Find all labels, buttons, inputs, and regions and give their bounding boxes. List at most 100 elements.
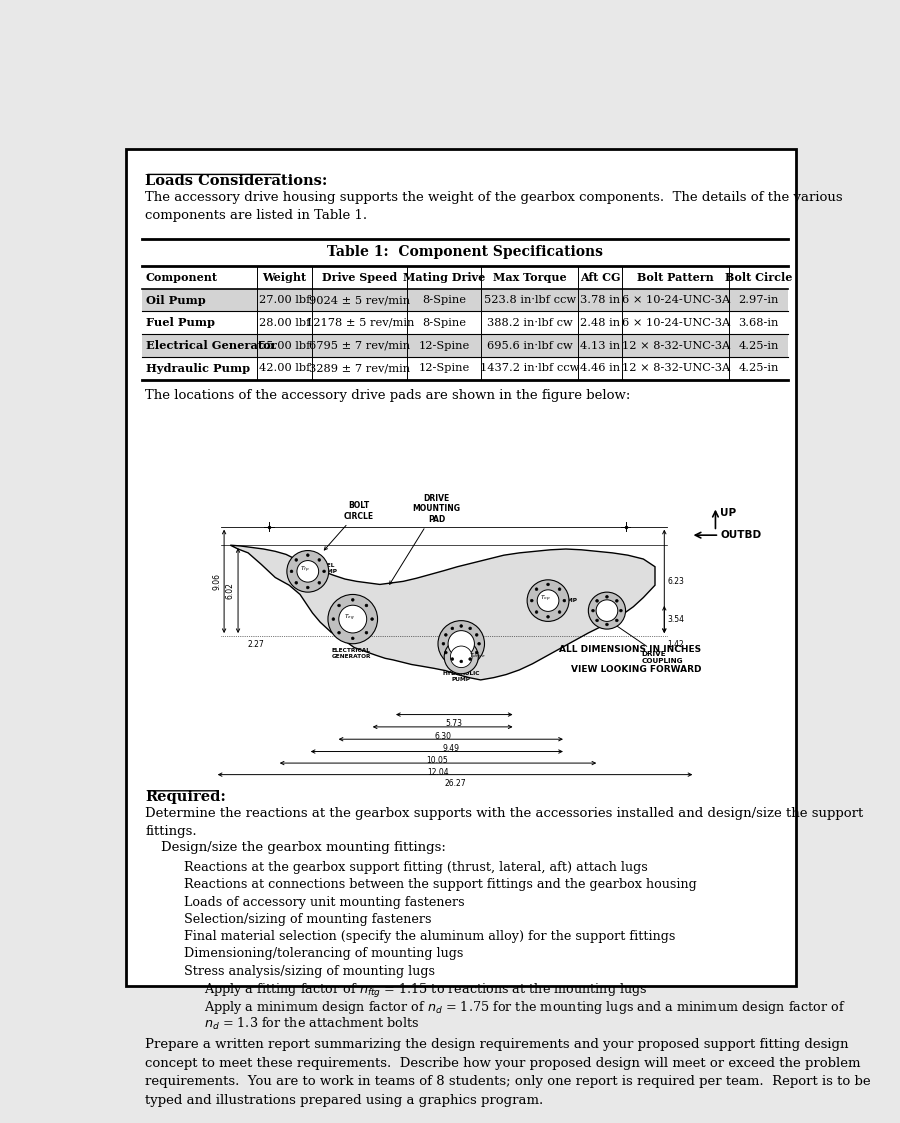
Text: 12-Spine: 12-Spine bbox=[418, 363, 470, 373]
Circle shape bbox=[546, 583, 549, 586]
Circle shape bbox=[536, 587, 538, 591]
Circle shape bbox=[478, 642, 481, 645]
Text: Fuel Pump: Fuel Pump bbox=[146, 318, 215, 328]
Circle shape bbox=[318, 582, 320, 584]
Circle shape bbox=[596, 600, 617, 621]
Circle shape bbox=[287, 550, 328, 592]
Text: 27.00 lbf: 27.00 lbf bbox=[259, 295, 310, 305]
Text: Max Torque: Max Torque bbox=[493, 272, 566, 283]
Bar bbox=[142, 335, 788, 357]
Text: 3.78 in: 3.78 in bbox=[580, 295, 620, 305]
Text: Drive Speed: Drive Speed bbox=[322, 272, 398, 283]
Text: OIL
PUMP: OIL PUMP bbox=[559, 592, 578, 603]
Circle shape bbox=[475, 633, 478, 637]
Text: Selection/sizing of mounting fasteners: Selection/sizing of mounting fasteners bbox=[184, 913, 431, 925]
Text: 523.8 in·lbf ccw: 523.8 in·lbf ccw bbox=[483, 295, 576, 305]
Circle shape bbox=[596, 619, 599, 622]
Circle shape bbox=[297, 560, 319, 582]
Text: 6 × 10-24-UNC-3A: 6 × 10-24-UNC-3A bbox=[622, 295, 730, 305]
Circle shape bbox=[351, 599, 354, 601]
Text: 12.04: 12.04 bbox=[428, 768, 449, 777]
Text: $T_{op}$: $T_{op}$ bbox=[540, 594, 550, 604]
Circle shape bbox=[332, 618, 335, 621]
Circle shape bbox=[438, 621, 484, 667]
Text: FUEL
PUMP: FUEL PUMP bbox=[319, 563, 338, 574]
Text: 3.68-in: 3.68-in bbox=[739, 318, 778, 328]
Circle shape bbox=[589, 592, 626, 629]
Text: Apply a fitting factor of $n_{ftg}$ = 1.15 to reactions at the mounting lugs: Apply a fitting factor of $n_{ftg}$ = 1.… bbox=[204, 983, 648, 1001]
Circle shape bbox=[537, 590, 559, 611]
Circle shape bbox=[546, 615, 549, 618]
Circle shape bbox=[451, 658, 454, 660]
Circle shape bbox=[616, 619, 618, 622]
Text: Design/size the gearbox mounting fittings:: Design/size the gearbox mounting fitting… bbox=[160, 841, 446, 853]
Text: 1437.2 in·lbf ccw: 1437.2 in·lbf ccw bbox=[480, 363, 580, 373]
Text: Hydraulic Pump: Hydraulic Pump bbox=[146, 363, 250, 374]
Text: 6795 ± 7 rev/min: 6795 ± 7 rev/min bbox=[310, 340, 410, 350]
Text: 9024 ± 5 rev/min: 9024 ± 5 rev/min bbox=[310, 295, 410, 305]
Text: $T_{eg}$: $T_{eg}$ bbox=[345, 612, 355, 622]
Text: The accessory drive housing supports the weight of the gearbox components.  The : The accessory drive housing supports the… bbox=[145, 191, 842, 222]
Bar bbox=[142, 404, 788, 741]
Text: Mating Drive: Mating Drive bbox=[403, 272, 485, 283]
Circle shape bbox=[295, 582, 298, 584]
Text: 3.54: 3.54 bbox=[668, 615, 684, 624]
Text: BOLT
CIRCLE: BOLT CIRCLE bbox=[324, 501, 374, 550]
Text: Required:: Required: bbox=[145, 789, 226, 804]
Polygon shape bbox=[230, 545, 655, 679]
Text: 1.42: 1.42 bbox=[668, 640, 684, 649]
Text: 6 × 10-24-UNC-3A: 6 × 10-24-UNC-3A bbox=[622, 318, 730, 328]
Text: Oil Pump: Oil Pump bbox=[146, 294, 205, 305]
Text: 12 × 8-32-UNC-3A: 12 × 8-32-UNC-3A bbox=[622, 340, 730, 350]
Text: Component: Component bbox=[146, 272, 218, 283]
Text: Electrical Generator: Electrical Generator bbox=[146, 340, 276, 351]
Circle shape bbox=[351, 637, 354, 640]
Text: UP: UP bbox=[720, 509, 736, 518]
Text: 9.06: 9.06 bbox=[212, 573, 221, 590]
Circle shape bbox=[469, 627, 472, 630]
Circle shape bbox=[558, 611, 561, 613]
Circle shape bbox=[328, 594, 378, 643]
Text: DRIVE
MOUNTING
PAD: DRIVE MOUNTING PAD bbox=[390, 494, 461, 584]
Text: 4.46 in: 4.46 in bbox=[580, 363, 620, 373]
Text: 12 × 8-32-UNC-3A: 12 × 8-32-UNC-3A bbox=[622, 363, 730, 373]
Text: 10.05: 10.05 bbox=[426, 756, 447, 765]
Text: 6.23: 6.23 bbox=[668, 577, 684, 586]
Text: 388.2 in·lbf cw: 388.2 in·lbf cw bbox=[487, 318, 572, 328]
Text: ALL DIMENSIONS IN INCHES: ALL DIMENSIONS IN INCHES bbox=[560, 646, 701, 655]
Text: 695.6 in·lbf cw: 695.6 in·lbf cw bbox=[487, 340, 572, 350]
Circle shape bbox=[596, 600, 599, 602]
Circle shape bbox=[318, 558, 320, 562]
Circle shape bbox=[338, 605, 366, 633]
Circle shape bbox=[616, 600, 618, 602]
Text: Bolt Pattern: Bolt Pattern bbox=[637, 272, 714, 283]
Circle shape bbox=[338, 604, 340, 606]
Text: Aft CG: Aft CG bbox=[580, 272, 620, 283]
Text: 4.25-in: 4.25-in bbox=[739, 340, 778, 350]
Circle shape bbox=[562, 600, 566, 602]
Circle shape bbox=[451, 627, 454, 630]
Bar bbox=[142, 289, 788, 311]
Text: OUTBD: OUTBD bbox=[721, 530, 762, 540]
Text: 8-Spine: 8-Spine bbox=[422, 295, 466, 305]
Text: The locations of the accessory drive pads are shown in the figure below:: The locations of the accessory drive pad… bbox=[145, 389, 630, 402]
Circle shape bbox=[469, 658, 472, 660]
Circle shape bbox=[445, 651, 447, 654]
Circle shape bbox=[306, 554, 310, 557]
Circle shape bbox=[450, 646, 472, 667]
Circle shape bbox=[606, 595, 608, 599]
Text: Reactions at the gearbox support fitting (thrust, lateral, aft) attach lugs: Reactions at the gearbox support fitting… bbox=[184, 861, 647, 874]
Text: DRIVE
COUPLING: DRIVE COUPLING bbox=[617, 626, 683, 664]
Text: 8-Spine: 8-Spine bbox=[422, 318, 466, 328]
Text: 55.00 lbf: 55.00 lbf bbox=[259, 340, 310, 350]
Circle shape bbox=[306, 586, 310, 588]
Circle shape bbox=[530, 600, 533, 602]
Text: Weight: Weight bbox=[263, 272, 307, 283]
Text: Table 1:  Component Specifications: Table 1: Component Specifications bbox=[327, 245, 603, 259]
Text: 2.48 in: 2.48 in bbox=[580, 318, 620, 328]
Circle shape bbox=[323, 570, 326, 573]
Circle shape bbox=[606, 623, 608, 626]
Text: 4.25-in: 4.25-in bbox=[739, 363, 778, 373]
Text: 42.00 lbf: 42.00 lbf bbox=[259, 363, 310, 373]
Text: Loads Considerations:: Loads Considerations: bbox=[145, 174, 328, 188]
